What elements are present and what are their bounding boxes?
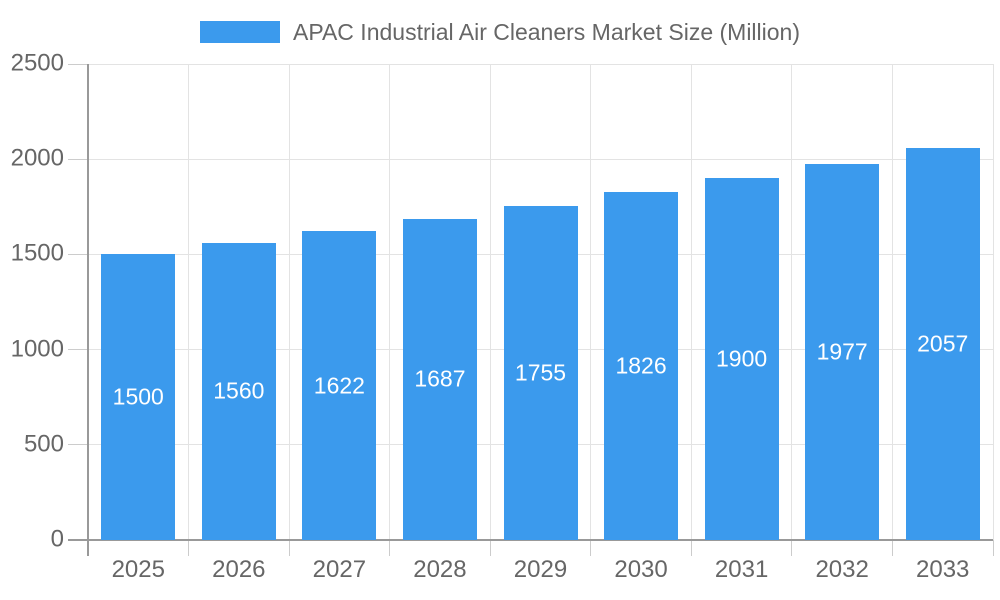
bar-value-label: 1687 — [414, 365, 466, 392]
y-axis-tick — [68, 444, 88, 446]
bar: 2057 — [905, 148, 980, 540]
y-axis-tick-label: 2500 — [10, 49, 64, 77]
x-axis-tick-label: 2026 — [212, 556, 266, 583]
x-axis-tick-label: 2033 — [916, 556, 970, 583]
bar: 1622 — [302, 231, 377, 540]
legend-swatch — [199, 21, 280, 43]
bar: 1560 — [201, 242, 276, 540]
x-axis-tick — [891, 540, 893, 556]
bar-value-label: 1500 — [112, 383, 164, 410]
x-axis-tick — [288, 540, 290, 556]
y-axis-tick-label: 500 — [23, 430, 64, 458]
v-gridline — [489, 64, 491, 540]
x-axis-tick-label: 2032 — [815, 556, 869, 583]
bar: 1687 — [402, 218, 477, 540]
x-axis-tick — [791, 540, 793, 556]
x-axis-tick-label: 2025 — [111, 556, 165, 583]
v-gridline — [288, 64, 290, 540]
x-axis-line — [68, 539, 993, 541]
x-axis-tick — [992, 540, 994, 556]
bar-value-label: 2057 — [917, 330, 969, 357]
bar-value-label: 1977 — [816, 338, 868, 365]
bar: 1977 — [805, 163, 880, 540]
x-axis-tick — [690, 540, 692, 556]
bar: 1826 — [604, 192, 679, 540]
y-axis-tick — [68, 158, 88, 160]
x-axis-tick-label: 2029 — [513, 556, 568, 583]
y-axis-tick-label: 0 — [50, 525, 64, 553]
v-gridline — [389, 64, 391, 540]
y-axis-tick — [68, 349, 88, 351]
v-gridline — [590, 64, 592, 540]
y-axis-tick-label: 1500 — [10, 239, 64, 267]
v-gridline — [690, 64, 692, 540]
v-gridline — [188, 64, 190, 540]
y-axis-tick — [68, 253, 88, 255]
x-axis-tick — [389, 540, 391, 556]
y-axis-line — [87, 64, 89, 556]
x-axis-tick-label: 2027 — [312, 556, 367, 583]
h-gridline — [88, 158, 993, 160]
x-axis-tick-label: 2028 — [413, 556, 467, 583]
bar: 1755 — [503, 205, 578, 540]
v-gridline — [992, 64, 994, 540]
legend[interactable]: APAC Industrial Air Cleaners Market Size… — [0, 18, 1000, 45]
legend-label: APAC Industrial Air Cleaners Market Size… — [292, 18, 800, 45]
v-gridline — [791, 64, 793, 540]
y-axis-tick-label: 1000 — [10, 335, 64, 363]
y-axis-tick — [68, 63, 88, 65]
x-axis-tick — [590, 540, 592, 556]
bar-value-label: 1622 — [313, 372, 365, 399]
bar-value-label: 1900 — [716, 345, 768, 372]
bar: 1900 — [704, 178, 779, 540]
h-gridline — [88, 63, 993, 65]
bar-value-label: 1560 — [213, 377, 265, 404]
y-axis-tick-label: 2000 — [10, 144, 64, 172]
x-axis-tick-label: 2031 — [714, 556, 769, 583]
v-gridline — [891, 64, 893, 540]
x-axis-tick — [188, 540, 190, 556]
x-axis-tick-label: 2030 — [614, 556, 668, 583]
bar-value-label: 1755 — [514, 359, 567, 386]
bar: 1500 — [101, 254, 176, 540]
x-axis-tick — [489, 540, 491, 556]
bar-value-label: 1826 — [615, 352, 667, 379]
